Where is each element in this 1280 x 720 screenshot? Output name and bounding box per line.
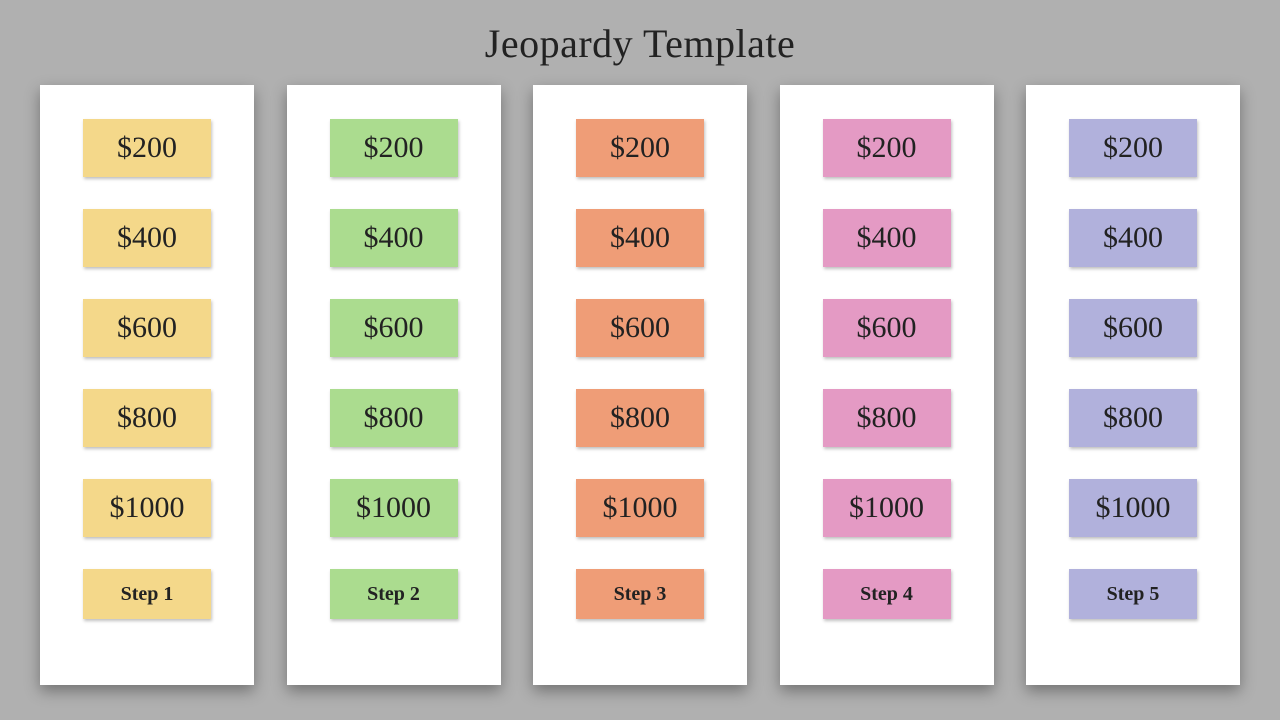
value-tile[interactable]: $200: [330, 119, 458, 177]
value-tile[interactable]: $1000: [823, 479, 951, 537]
value-tile[interactable]: $800: [1069, 389, 1197, 447]
jeopardy-column: $200 $400 $600 $800 $1000 Step 5: [1026, 85, 1240, 685]
value-tile[interactable]: $1000: [1069, 479, 1197, 537]
value-tile[interactable]: $1000: [576, 479, 704, 537]
value-tile[interactable]: $600: [83, 299, 211, 357]
value-tile[interactable]: $400: [576, 209, 704, 267]
value-tile[interactable]: $600: [823, 299, 951, 357]
step-label: Step 5: [1069, 569, 1197, 619]
step-label: Step 4: [823, 569, 951, 619]
step-label: Step 1: [83, 569, 211, 619]
value-tile[interactable]: $400: [1069, 209, 1197, 267]
jeopardy-column: $200 $400 $600 $800 $1000 Step 1: [40, 85, 254, 685]
jeopardy-column: $200 $400 $600 $800 $1000 Step 3: [533, 85, 747, 685]
value-tile[interactable]: $1000: [330, 479, 458, 537]
value-tile[interactable]: $400: [330, 209, 458, 267]
value-tile[interactable]: $200: [576, 119, 704, 177]
jeopardy-column: $200 $400 $600 $800 $1000 Step 2: [287, 85, 501, 685]
value-tile[interactable]: $200: [83, 119, 211, 177]
value-tile[interactable]: $400: [83, 209, 211, 267]
jeopardy-board: $200 $400 $600 $800 $1000 Step 1 $200 $4…: [0, 85, 1280, 685]
value-tile[interactable]: $400: [823, 209, 951, 267]
value-tile[interactable]: $200: [823, 119, 951, 177]
value-tile[interactable]: $600: [1069, 299, 1197, 357]
step-label: Step 2: [330, 569, 458, 619]
page-title: Jeopardy Template: [0, 0, 1280, 85]
value-tile[interactable]: $600: [330, 299, 458, 357]
value-tile[interactable]: $800: [823, 389, 951, 447]
value-tile[interactable]: $600: [576, 299, 704, 357]
value-tile[interactable]: $800: [576, 389, 704, 447]
value-tile[interactable]: $800: [330, 389, 458, 447]
step-label: Step 3: [576, 569, 704, 619]
value-tile[interactable]: $800: [83, 389, 211, 447]
value-tile[interactable]: $1000: [83, 479, 211, 537]
value-tile[interactable]: $200: [1069, 119, 1197, 177]
jeopardy-column: $200 $400 $600 $800 $1000 Step 4: [780, 85, 994, 685]
